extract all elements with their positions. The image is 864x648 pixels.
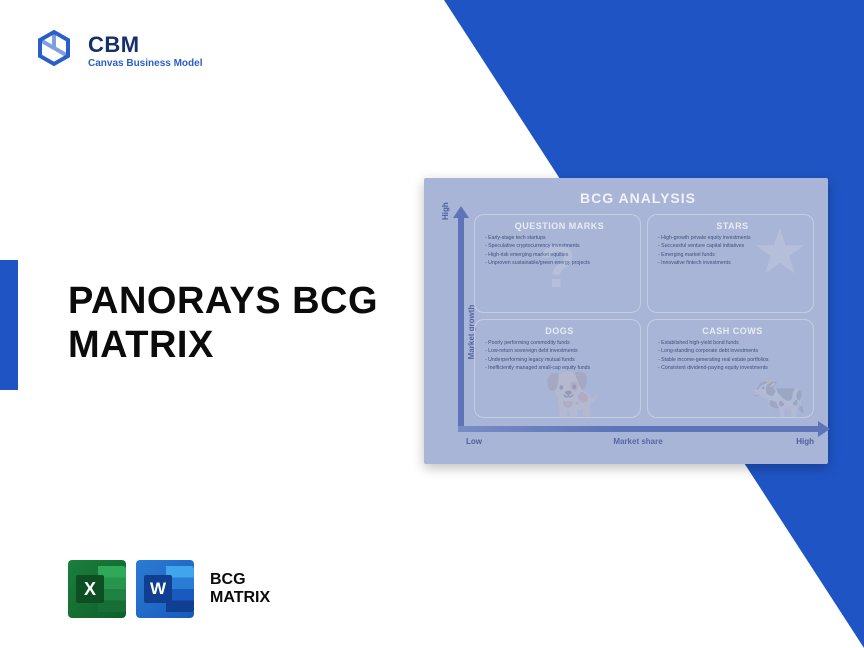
x-axis-high-label: High <box>796 437 814 446</box>
quadrant-items: - High-growth private equity investments… <box>658 234 807 267</box>
footer-label: BCG MATRIX <box>210 571 270 608</box>
quadrant-stars: ★ STARS - High-growth private equity inv… <box>647 214 814 313</box>
axis-low-label: Low <box>466 437 482 446</box>
chart-title: BCG ANALYSIS <box>464 190 812 206</box>
logo-icon <box>32 28 76 72</box>
quadrant-cash-cows: 🐄 CASH COWS - Established high-yield bon… <box>647 319 814 418</box>
quadrant-items: - Established high-yield bond funds- Lon… <box>658 339 807 372</box>
quadrant-items: - Early-stage tech startups- Speculative… <box>485 234 634 267</box>
chart-axes: High Low High Market growth Market share… <box>448 214 828 450</box>
word-icon <box>136 560 194 618</box>
x-axis-label: Market share <box>613 437 662 446</box>
quadrant-items: - Poorly performing commodity funds- Low… <box>485 339 634 372</box>
logo-subtitle: Canvas Business Model <box>88 58 202 69</box>
quadrant-dogs: 🐕 DOGS - Poorly performing commodity fun… <box>474 319 641 418</box>
y-axis-high-label: High <box>441 202 450 220</box>
logo: CBM Canvas Business Model <box>32 28 202 72</box>
logo-title: CBM <box>88 32 202 58</box>
footer-icons: BCG MATRIX <box>68 560 270 618</box>
side-accent-bar <box>0 260 18 390</box>
quadrant-question-marks: ? QUESTION MARKS - Early-stage tech star… <box>474 214 641 313</box>
bcg-chart: BCG ANALYSIS High Low High Market growth… <box>424 178 828 464</box>
excel-icon <box>68 560 126 618</box>
page-title: PANORAYS BCG MATRIX <box>68 280 378 367</box>
